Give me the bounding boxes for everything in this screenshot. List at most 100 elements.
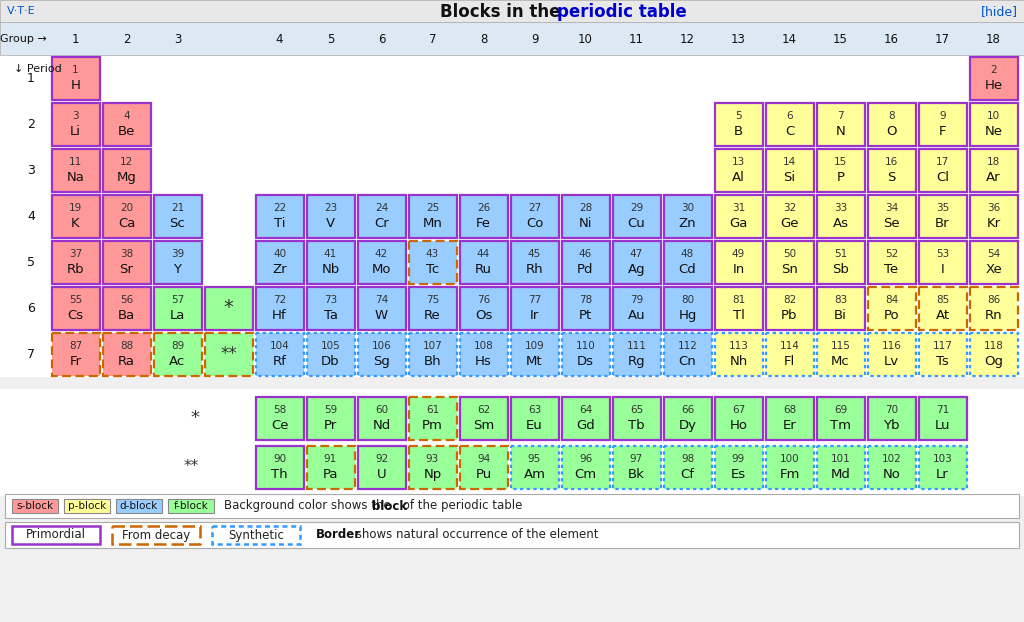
Text: Rh: Rh bbox=[525, 263, 544, 276]
Bar bbox=[766, 103, 813, 146]
Bar bbox=[766, 445, 813, 488]
Text: 86: 86 bbox=[987, 295, 1000, 305]
Text: Sn: Sn bbox=[781, 263, 798, 276]
Text: 112: 112 bbox=[678, 341, 697, 351]
Bar bbox=[561, 287, 609, 330]
Text: La: La bbox=[170, 309, 185, 322]
Text: Tc: Tc bbox=[426, 263, 439, 276]
Bar bbox=[612, 241, 660, 284]
Text: 7: 7 bbox=[27, 348, 35, 361]
Text: 111: 111 bbox=[627, 341, 646, 351]
Text: 45: 45 bbox=[528, 249, 541, 259]
Text: 84: 84 bbox=[885, 295, 898, 305]
Text: Md: Md bbox=[830, 468, 851, 481]
Text: At: At bbox=[936, 309, 949, 322]
Text: Lr: Lr bbox=[936, 468, 949, 481]
Text: 15: 15 bbox=[834, 157, 847, 167]
Bar bbox=[511, 333, 558, 376]
Text: 10: 10 bbox=[579, 33, 593, 46]
Bar bbox=[212, 526, 300, 544]
Text: 116: 116 bbox=[882, 341, 901, 351]
Text: 48: 48 bbox=[681, 249, 694, 259]
Text: 16: 16 bbox=[885, 157, 898, 167]
Text: Th: Th bbox=[271, 468, 288, 481]
Bar bbox=[51, 57, 99, 100]
Bar bbox=[357, 287, 406, 330]
Text: Na: Na bbox=[67, 171, 84, 184]
Bar bbox=[154, 287, 202, 330]
Text: Am: Am bbox=[523, 468, 546, 481]
Text: 88: 88 bbox=[120, 341, 133, 351]
Text: Border: Border bbox=[316, 529, 361, 542]
Bar bbox=[970, 149, 1018, 192]
Text: 92: 92 bbox=[375, 454, 388, 464]
Text: 5: 5 bbox=[735, 111, 741, 121]
Text: **: ** bbox=[220, 345, 237, 363]
Text: 13: 13 bbox=[732, 157, 745, 167]
Text: 94: 94 bbox=[477, 454, 490, 464]
Bar bbox=[306, 195, 354, 238]
Bar bbox=[766, 195, 813, 238]
Bar bbox=[867, 241, 915, 284]
Text: Pt: Pt bbox=[579, 309, 592, 322]
Text: 70: 70 bbox=[885, 405, 898, 415]
Text: Nb: Nb bbox=[322, 263, 340, 276]
Bar bbox=[816, 195, 864, 238]
Text: s-block: s-block bbox=[16, 501, 53, 511]
Bar bbox=[0, 55, 1024, 377]
Text: Ar: Ar bbox=[986, 171, 1000, 184]
Text: Background color shows the: Background color shows the bbox=[224, 499, 394, 513]
Text: 14: 14 bbox=[782, 33, 797, 46]
Text: 83: 83 bbox=[834, 295, 847, 305]
Bar bbox=[205, 333, 253, 376]
Text: Ne: Ne bbox=[984, 125, 1002, 138]
Text: Fe: Fe bbox=[476, 217, 490, 230]
Bar bbox=[5, 522, 1019, 548]
Bar bbox=[919, 241, 967, 284]
Bar bbox=[664, 445, 712, 488]
Text: Nh: Nh bbox=[729, 355, 748, 368]
Text: 73: 73 bbox=[324, 295, 337, 305]
Text: 87: 87 bbox=[69, 341, 82, 351]
Text: 34: 34 bbox=[885, 203, 898, 213]
Bar bbox=[256, 241, 303, 284]
Text: 115: 115 bbox=[830, 341, 851, 351]
Text: 53: 53 bbox=[936, 249, 949, 259]
Text: Sm: Sm bbox=[473, 419, 495, 432]
Text: Tb: Tb bbox=[628, 419, 645, 432]
Bar bbox=[102, 195, 151, 238]
Text: 77: 77 bbox=[528, 295, 541, 305]
Text: Gd: Gd bbox=[577, 419, 595, 432]
Bar bbox=[816, 149, 864, 192]
Text: **: ** bbox=[183, 460, 199, 475]
Text: Kr: Kr bbox=[986, 217, 1000, 230]
Text: Sc: Sc bbox=[170, 217, 185, 230]
Bar bbox=[511, 241, 558, 284]
Text: 57: 57 bbox=[171, 295, 184, 305]
Bar bbox=[357, 333, 406, 376]
Text: F: F bbox=[939, 125, 946, 138]
Text: 65: 65 bbox=[630, 405, 643, 415]
Text: 95: 95 bbox=[528, 454, 541, 464]
Text: 80: 80 bbox=[681, 295, 694, 305]
Text: Cm: Cm bbox=[574, 468, 597, 481]
Bar bbox=[612, 445, 660, 488]
Text: Co: Co bbox=[525, 217, 543, 230]
Text: *: * bbox=[190, 409, 199, 427]
Bar bbox=[612, 287, 660, 330]
Bar bbox=[51, 149, 99, 192]
Text: Pm: Pm bbox=[422, 419, 443, 432]
Bar bbox=[561, 396, 609, 440]
Text: Bi: Bi bbox=[835, 309, 847, 322]
Text: U: U bbox=[377, 468, 386, 481]
Bar bbox=[919, 149, 967, 192]
Text: S: S bbox=[888, 171, 896, 184]
Text: 89: 89 bbox=[171, 341, 184, 351]
Text: Li: Li bbox=[70, 125, 81, 138]
Text: Cu: Cu bbox=[628, 217, 645, 230]
Text: 47: 47 bbox=[630, 249, 643, 259]
Text: 118: 118 bbox=[984, 341, 1004, 351]
Text: 101: 101 bbox=[830, 454, 850, 464]
Text: Ir: Ir bbox=[529, 309, 539, 322]
Text: Eu: Eu bbox=[526, 419, 543, 432]
